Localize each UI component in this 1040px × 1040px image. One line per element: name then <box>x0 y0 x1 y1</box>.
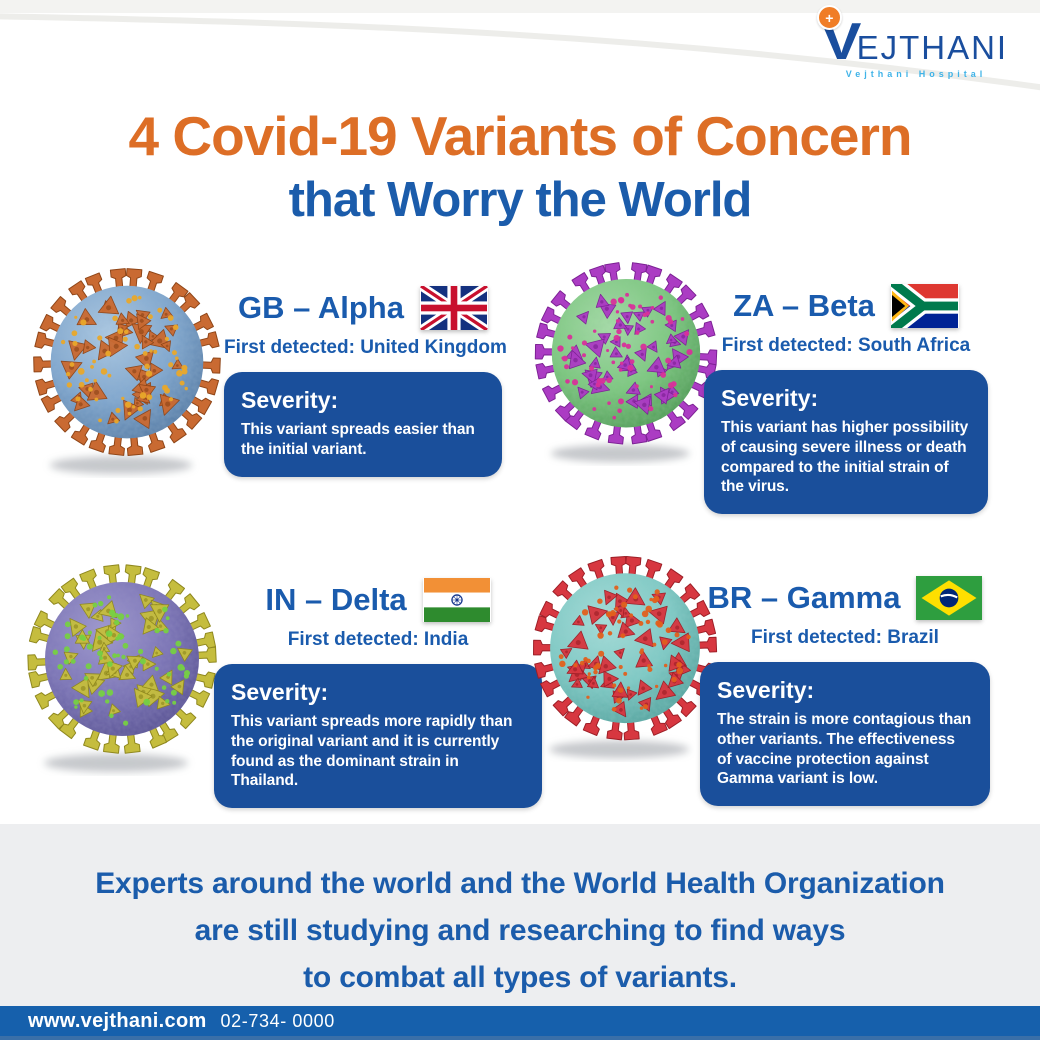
first-detected-beta: First detected: South Africa <box>721 335 971 356</box>
closing-message-line3: to combat all types of variants. <box>303 961 737 994</box>
severity-heading: Severity: <box>717 677 815 703</box>
variant-name-delta: IN – Delta <box>265 582 407 617</box>
variant-card-gamma: BR – Gamma First detected: Brazil Severi… <box>700 576 990 807</box>
variant-card-alpha: GB – Alpha First detected: United Kingdo… <box>224 286 507 477</box>
logo-subtitle: Vejthani Hospital <box>845 69 987 79</box>
closing-message-line1: Experts around the world and the World H… <box>95 867 945 900</box>
severity-box-alpha: Severity: This variant spreads easier th… <box>224 372 502 477</box>
closing-message-line2: are still studying and researching to fi… <box>194 914 846 947</box>
severity-box-beta: Severity: This variant has higher possib… <box>704 370 988 515</box>
variant-name-gamma: BR – Gamma <box>707 580 901 615</box>
first-detected-alpha: First detected: United Kingdom <box>224 337 507 358</box>
website-url: www.vejthani.com <box>28 1009 207 1032</box>
vejthani-logo: V + EJTHANI Vejthani Hospital <box>816 5 1016 79</box>
severity-heading: Severity: <box>231 679 329 705</box>
medical-cross-icon: + <box>816 5 842 30</box>
brazil-flag-icon <box>916 576 983 620</box>
variant-name-beta: ZA – Beta <box>733 288 875 323</box>
variant-card-beta: ZA – Beta First detected: South Africa S… <box>704 284 988 515</box>
first-detected-delta: First detected: India <box>287 629 469 650</box>
variant-card-delta: IN – Delta First detected: India Severit… <box>214 578 542 809</box>
footer-bottom-strip <box>0 1036 1040 1040</box>
phone-number: 02-734- 0000 <box>220 1010 335 1031</box>
delta-virus-illustration <box>27 564 217 772</box>
footer-bar: www.vejthani.com 02-734- 0000 <box>0 1006 1040 1036</box>
severity-description: This variant spreads more rapidly than t… <box>231 713 513 790</box>
severity-heading: Severity: <box>241 387 339 413</box>
severity-box-gamma: Severity: The strain is more contagious … <box>700 662 990 807</box>
main-title-line1: 4 Covid-19 Variants of Concern <box>128 105 913 167</box>
south-africa-flag-icon <box>890 284 959 328</box>
india-flag-icon <box>423 578 491 622</box>
severity-heading: Severity: <box>721 385 819 411</box>
closing-message: Experts around the world and the World H… <box>0 860 1040 1001</box>
uk-flag-icon <box>419 286 488 330</box>
beta-virus-illustration <box>534 262 718 463</box>
main-title-line2: that Worry the World <box>288 173 753 227</box>
variant-name-alpha: GB – Alpha <box>238 290 404 325</box>
severity-description: The strain is more contagious than other… <box>717 711 972 788</box>
top-decorative-strip <box>0 0 1040 13</box>
first-detected-gamma: First detected: Brazil <box>751 627 939 648</box>
severity-box-delta: Severity: This variant spreads more rapi… <box>214 664 542 809</box>
logo-brand-text: EJTHANI <box>856 29 1009 66</box>
bottom-gray-band <box>0 824 1040 1006</box>
severity-description: This variant spreads easier than the ini… <box>241 421 475 458</box>
severity-description: This variant has higher possibility of c… <box>721 419 969 496</box>
alpha-virus-illustration <box>33 268 221 475</box>
